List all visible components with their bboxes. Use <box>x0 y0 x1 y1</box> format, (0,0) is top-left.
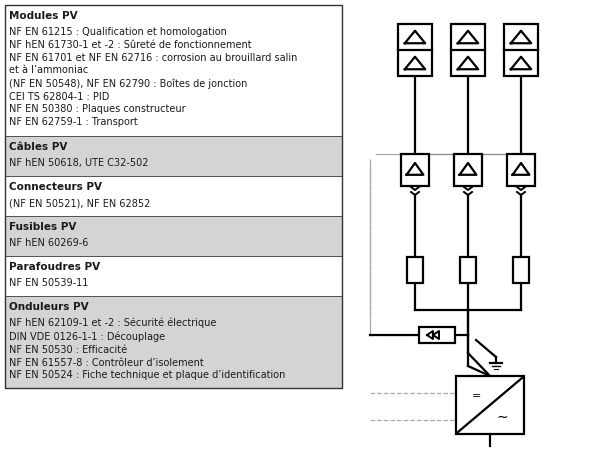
Bar <box>5 256 342 296</box>
Bar <box>5 176 342 216</box>
Bar <box>513 257 529 283</box>
Bar <box>456 376 524 434</box>
Text: Câbles PV: Câbles PV <box>9 142 67 152</box>
Bar <box>5 296 342 388</box>
Bar <box>460 257 476 283</box>
Text: Modules PV: Modules PV <box>9 11 78 21</box>
Bar <box>398 24 432 76</box>
Bar <box>454 154 482 186</box>
Bar <box>507 154 535 186</box>
Text: Onduleurs PV: Onduleurs PV <box>9 302 88 312</box>
Text: Fusibles PV: Fusibles PV <box>9 222 76 232</box>
Bar <box>451 24 485 76</box>
Bar <box>401 154 429 186</box>
Text: NF hEN 50618, UTE C32-502: NF hEN 50618, UTE C32-502 <box>9 158 148 168</box>
Bar <box>5 136 342 176</box>
Bar <box>5 176 342 216</box>
Bar <box>504 24 538 76</box>
Text: (NF EN 50521), NF EN 62852: (NF EN 50521), NF EN 62852 <box>9 198 150 208</box>
Text: NF hEN 62109-1 et -2 : Sécurité électrique
DIN VDE 0126-1-1 : Découplage
NF EN 5: NF hEN 62109-1 et -2 : Sécurité électriq… <box>9 318 285 380</box>
Bar <box>407 257 423 283</box>
Text: NF EN 50539-11: NF EN 50539-11 <box>9 278 88 288</box>
Text: NF EN 61215 : Qualification et homologation
NF hEN 61730-1 et -2 : Sûreté de fon: NF EN 61215 : Qualification et homologat… <box>9 27 297 127</box>
Bar <box>419 327 455 343</box>
Text: Connecteurs PV: Connecteurs PV <box>9 182 102 192</box>
Text: =: = <box>472 392 481 401</box>
Text: ∼: ∼ <box>496 409 508 423</box>
Bar <box>5 216 342 256</box>
Bar <box>5 256 342 296</box>
Bar <box>5 5 342 136</box>
Bar <box>5 296 342 388</box>
Bar <box>5 5 342 136</box>
Bar <box>5 136 342 176</box>
Text: Parafoudres PV: Parafoudres PV <box>9 262 100 272</box>
Bar <box>5 5 342 388</box>
Bar <box>5 216 342 256</box>
Text: NF hEN 60269-6: NF hEN 60269-6 <box>9 238 88 248</box>
